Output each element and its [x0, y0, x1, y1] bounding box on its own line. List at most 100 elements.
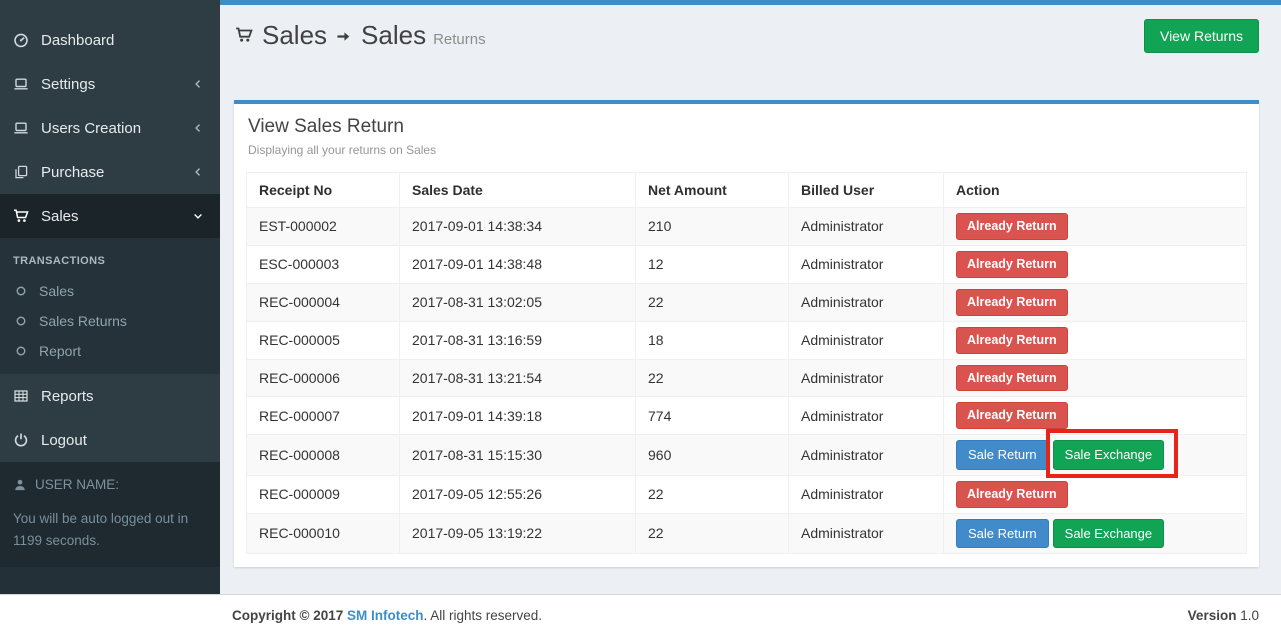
sidebar-nav-bottom: Reports Logout [0, 374, 220, 462]
breadcrumb: Sales Sales Returns [234, 20, 1259, 51]
sale-exchange-button[interactable]: Sale Exchange [1052, 518, 1165, 549]
copy-icon [13, 164, 31, 180]
sale-return-button[interactable]: Sale Return [956, 518, 1049, 549]
submenu-item-sales[interactable]: Sales [0, 276, 220, 306]
already-return-button: Already Return [956, 288, 1068, 316]
circle-o-icon [14, 284, 29, 298]
net-amount-cell: 960 [635, 434, 789, 476]
sidebar-item-dashboard[interactable]: Dashboard [0, 18, 220, 62]
column-header-billed-user: Billed User [788, 172, 944, 208]
sale-exchange-button[interactable]: Sale Exchange [1052, 440, 1165, 470]
billed-user-cell: Administrator [788, 396, 944, 436]
top-accent-bar [220, 0, 1281, 5]
highlighted-action: Sale Exchange [1045, 429, 1179, 478]
table-row: REC-000008 2017-08-31 15:15:30 960 Administ… [246, 429, 1247, 478]
net-amount-cell: 22 [635, 282, 789, 322]
billed-user-cell: Administrator [788, 512, 944, 555]
submenu-item-sales-returns[interactable]: Sales Returns [0, 306, 220, 336]
sales-returns-table: Receipt No Sales Date Net Amount Billed … [246, 172, 1247, 555]
column-header-receipt-no: Receipt No [246, 172, 400, 208]
user-icon [13, 478, 28, 492]
version-label: Version [1187, 608, 1237, 623]
net-amount-cell: 12 [635, 244, 789, 284]
power-icon [13, 432, 31, 448]
receipt-no-cell: REC-000009 [246, 474, 400, 514]
sidebar-item-label: Users Creation [41, 119, 142, 137]
circle-o-icon [14, 314, 29, 328]
net-amount-cell: 22 [635, 358, 789, 398]
table-icon [13, 388, 31, 404]
sidebar-item-label: Dashboard [41, 31, 115, 49]
sales-date-cell: 2017-09-01 14:39:18 [399, 396, 636, 436]
sidebar-item-label: Sales [41, 207, 79, 225]
circle-o-icon [14, 344, 29, 358]
table-row: REC-000005 2017-08-31 13:16:59 18 Administr… [246, 320, 1247, 360]
sales-date-cell: 2017-09-01 14:38:48 [399, 244, 636, 284]
sidebar-item-sales[interactable]: Sales [0, 194, 220, 238]
version-value: 1.0 [1240, 608, 1259, 623]
sidebar-item-logout[interactable]: Logout [0, 418, 220, 462]
net-amount-cell: 210 [635, 207, 789, 246]
sidebar-item-users-creation[interactable]: Users Creation [0, 106, 220, 150]
auto-logout-note: You will be auto logged out in 1199 seco… [13, 511, 189, 549]
panel-header: View Sales Return Displaying all your re… [234, 104, 1259, 157]
sidebar-item-purchase[interactable]: Purchase [0, 150, 220, 194]
content-header: Sales Sales Returns View Returns [220, 5, 1281, 100]
copyright-prefix: Copyright © 2017 [232, 608, 344, 623]
sidebar: Dashboard Settings Users Creation [0, 0, 220, 594]
sidebar-bottom-strip [0, 566, 220, 594]
receipt-no-cell: REC-000008 [246, 434, 400, 476]
already-return-button: Already Return [956, 326, 1068, 354]
company-link[interactable]: SM Infotech [347, 608, 424, 623]
action-cell: Already Return [943, 207, 1247, 246]
action-cell: Already Return [943, 282, 1247, 322]
already-return-button: Already Return [956, 250, 1068, 278]
action-cell: Already Return [943, 474, 1247, 514]
table-row: REC-000007 2017-09-01 14:39:18 774 Administ… [246, 396, 1247, 436]
sales-date-cell: 2017-08-31 13:02:05 [399, 282, 636, 322]
receipt-no-cell: ESC-000003 [246, 244, 400, 284]
table-row: REC-000006 2017-08-31 13:21:54 22 Administr… [246, 358, 1247, 398]
table-row: ESC-000003 2017-09-01 14:38:48 12 Administr… [246, 244, 1247, 284]
action-cell: Sale Return Sale Exchange [943, 512, 1247, 555]
billed-user-cell: Administrator [788, 320, 944, 360]
action-cell: Sale Return Sale Exchange [943, 429, 1247, 478]
submenu-item-report[interactable]: Report [0, 336, 220, 366]
panel-body: Receipt No Sales Date Net Amount Billed … [234, 157, 1259, 567]
sales-date-cell: 2017-09-01 14:38:34 [399, 207, 636, 246]
sidebar-item-label: Settings [41, 75, 96, 93]
sales-submenu: TRANSACTIONS Sales Sales Returns Report [0, 238, 220, 374]
billed-user-cell: Administrator [788, 474, 944, 514]
column-header-net-amount: Net Amount [635, 172, 789, 208]
gauge-icon [13, 32, 31, 48]
table-body: EST-000002 2017-09-01 14:38:34 210 Administ… [246, 207, 1247, 555]
cart-icon [13, 208, 31, 224]
already-return-button: Already Return [956, 402, 1068, 430]
sidebar-item-reports[interactable]: Reports [0, 374, 220, 418]
table-row: REC-000004 2017-08-31 13:02:05 22 Administr… [246, 282, 1247, 322]
receipt-no-cell: REC-000005 [246, 320, 400, 360]
laptop-icon [13, 76, 31, 92]
receipt-no-cell: REC-000007 [246, 396, 400, 436]
sidebar-nav: Dashboard Settings Users Creation [0, 0, 220, 238]
action-cell: Already Return [943, 396, 1247, 436]
view-returns-button[interactable]: View Returns [1143, 19, 1259, 53]
cart-icon [234, 26, 256, 46]
sidebar-item-label: Purchase [41, 163, 105, 181]
sale-return-button[interactable]: Sale Return [956, 440, 1049, 470]
sidebar-item-label: Reports [41, 387, 94, 405]
receipt-no-cell: REC-000006 [246, 358, 400, 398]
chevron-left-icon [192, 166, 204, 178]
column-header-sales-date: Sales Date [399, 172, 636, 208]
chevron-left-icon [192, 78, 204, 90]
sidebar-item-settings[interactable]: Settings [0, 62, 220, 106]
sales-date-cell: 2017-08-31 15:15:30 [399, 434, 636, 476]
table-header-row: Receipt No Sales Date Net Amount Billed … [246, 172, 1247, 208]
arrow-right-icon [335, 29, 353, 43]
footer: Copyright © 2017 SM Infotech. All rights… [0, 594, 1281, 639]
chevron-down-icon [192, 210, 204, 222]
already-return-button: Already Return [956, 480, 1068, 508]
copyright-suffix: . All rights reserved. [423, 608, 543, 623]
billed-user-cell: Administrator [788, 434, 944, 476]
submenu-item-label: Sales Returns [39, 313, 127, 329]
